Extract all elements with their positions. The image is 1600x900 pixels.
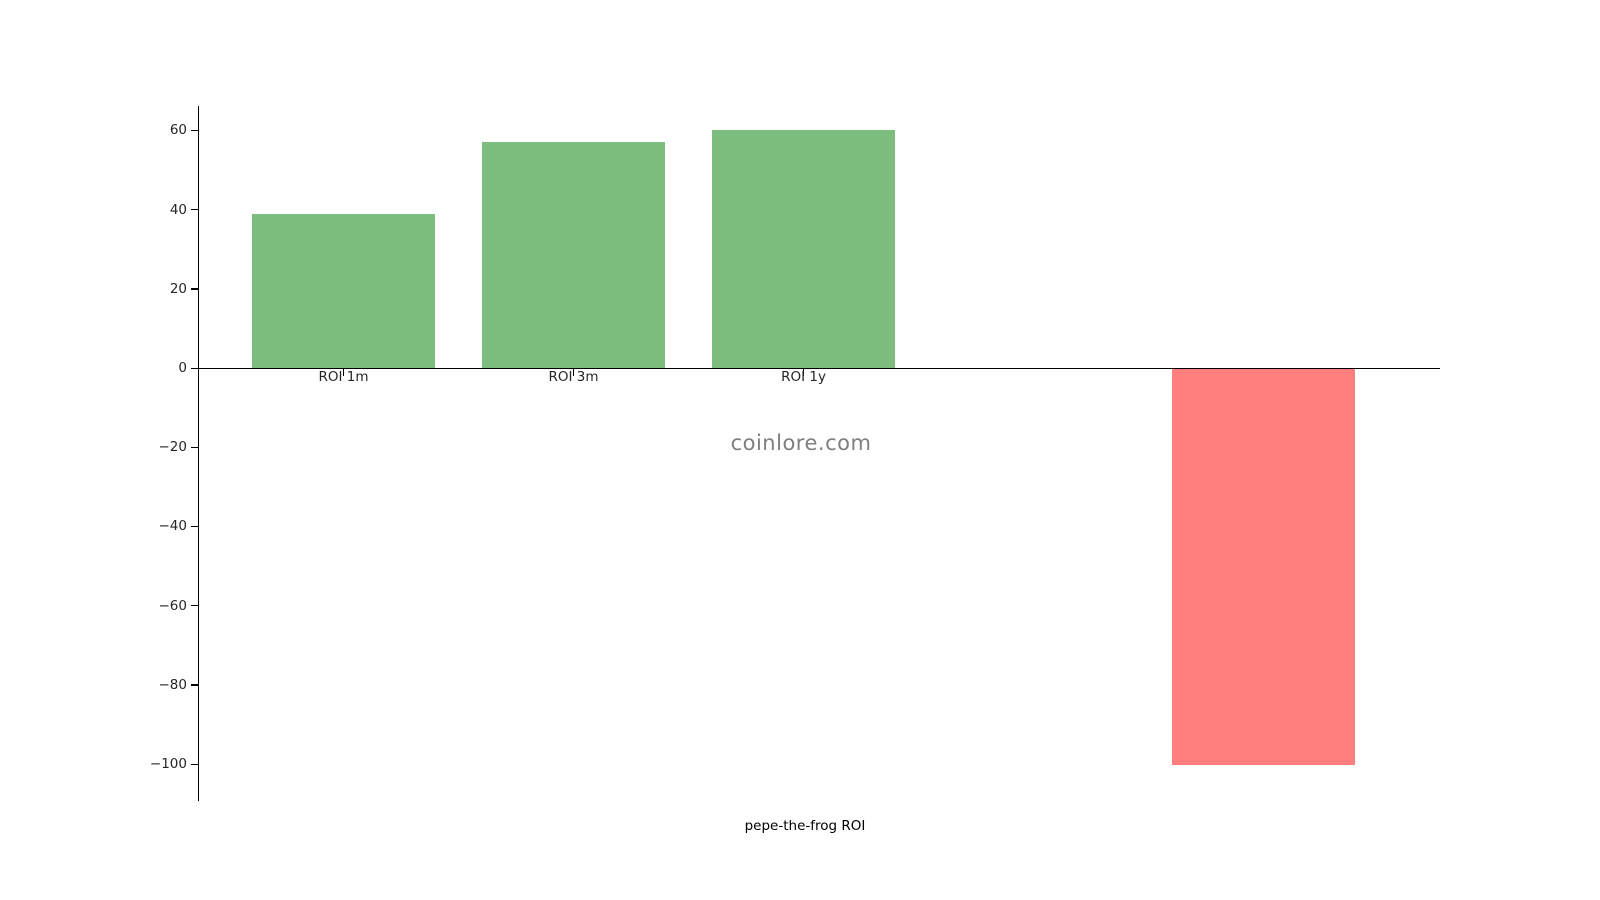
chart-title: pepe-the-frog ROI (744, 818, 866, 834)
bar (712, 130, 895, 368)
x-tick-mark (573, 368, 575, 376)
bar (482, 142, 665, 368)
bar (1172, 369, 1355, 766)
y-tick-label: −40 (158, 518, 188, 535)
y-tick-mark (191, 367, 198, 369)
y-tick-label: 0 (178, 360, 187, 376)
y-tick-mark (191, 525, 198, 528)
y-tick-label: −100 (149, 756, 187, 772)
y-tick-mark (191, 209, 198, 211)
y-tick-label: 20 (169, 280, 187, 297)
y-tick-label: −20 (158, 439, 188, 456)
y-axis-line (198, 106, 200, 801)
x-tick-label: ROI 1y (781, 369, 826, 385)
x-tick-mark (343, 368, 345, 376)
watermark-text: coinlore.com (730, 431, 872, 455)
y-tick-label: 60 (169, 122, 187, 139)
bar (252, 213, 435, 368)
y-tick-label: −80 (158, 676, 188, 693)
y-tick-mark (191, 446, 198, 448)
y-tick-mark (191, 684, 198, 686)
x-tick-mark (803, 368, 805, 376)
x-tick-label: ROI 3m (548, 369, 599, 385)
y-tick-mark (191, 129, 198, 132)
y-tick-mark (191, 763, 198, 765)
y-tick-mark (191, 288, 198, 290)
y-tick-label: 40 (169, 201, 187, 218)
x-tick-label: ROI 1m (318, 369, 369, 385)
x-axis-zero-line (198, 368, 1440, 370)
y-tick-label: −60 (158, 597, 188, 614)
y-tick-mark (191, 605, 198, 607)
